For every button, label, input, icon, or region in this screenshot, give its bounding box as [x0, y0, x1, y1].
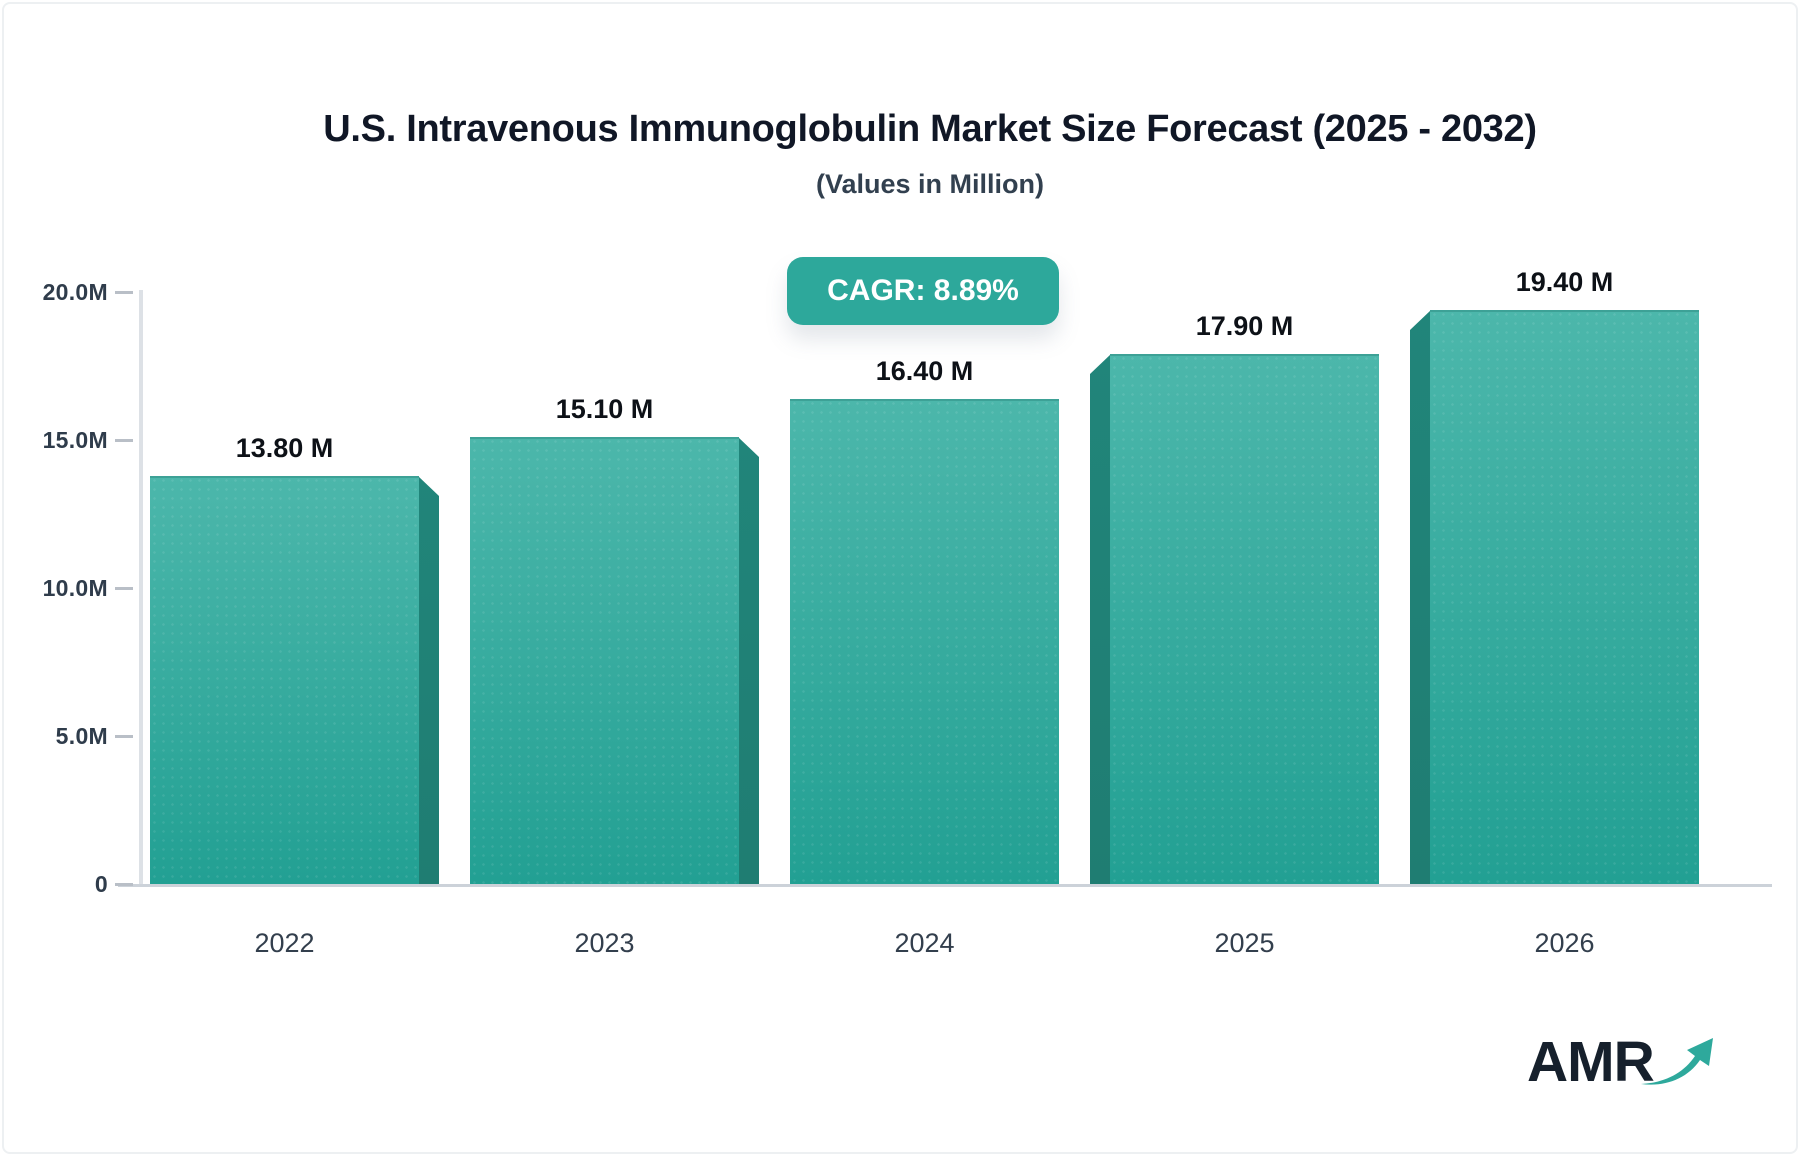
- y-tick-label: 10.0M: [42, 575, 108, 601]
- y-tick-label: 5.0M: [55, 723, 108, 749]
- bar-3d-side: [1090, 354, 1111, 884]
- bar-3d-side: [418, 476, 439, 884]
- x-axis-line: [118, 884, 1772, 887]
- amr-logo-text: AMR: [1527, 1030, 1655, 1094]
- bar-3d-side: [738, 437, 759, 884]
- trend-up-arrow-icon: [1641, 1038, 1713, 1085]
- amr-logo: AMR: [1527, 1030, 1717, 1110]
- y-tick-label: 15.0M: [42, 427, 108, 453]
- bar-3d-side: [1410, 310, 1431, 884]
- y-axis-line: [139, 290, 143, 886]
- x-axis-label-2024: 2024: [894, 928, 955, 958]
- cagr-badge: CAGR: 8.89%: [787, 257, 1059, 325]
- page-title: U.S. Intravenous Immunoglobulin Market S…: [323, 108, 1537, 150]
- x-axis-label-2025: 2025: [1214, 928, 1275, 958]
- y-tick-mark: [115, 439, 133, 442]
- cagr-badge-label: CAGR: 8.89%: [827, 274, 1019, 307]
- bar-value-label: 16.40 M: [875, 356, 974, 386]
- x-axis-label-2023: 2023: [574, 928, 635, 958]
- bar-2025: [1110, 354, 1379, 884]
- bar-2024: [790, 399, 1059, 884]
- y-tick-label: 20.0M: [42, 279, 108, 305]
- y-tick-mark: [115, 291, 133, 294]
- y-tick-label: 0: [94, 871, 108, 897]
- bar-2026: [1430, 310, 1699, 884]
- x-axis-label-2022: 2022: [254, 928, 315, 958]
- bar-2023: [470, 437, 739, 884]
- y-tick-mark: [115, 883, 133, 886]
- bar-value-label: 17.90 M: [1195, 311, 1294, 341]
- chart-subtitle: (Values in Million): [815, 169, 1045, 199]
- bar-value-label: 15.10 M: [555, 394, 654, 424]
- bar-2022: [150, 476, 419, 884]
- bar-value-label: 19.40 M: [1515, 267, 1614, 297]
- x-axis-label-2026: 2026: [1534, 928, 1595, 958]
- bar-value-label: 13.80 M: [235, 433, 334, 463]
- y-tick-mark: [115, 587, 133, 590]
- y-tick-mark: [115, 735, 133, 738]
- chart-header: U.S. Intravenous Immunoglobulin Market S…: [60, 0, 1800, 200]
